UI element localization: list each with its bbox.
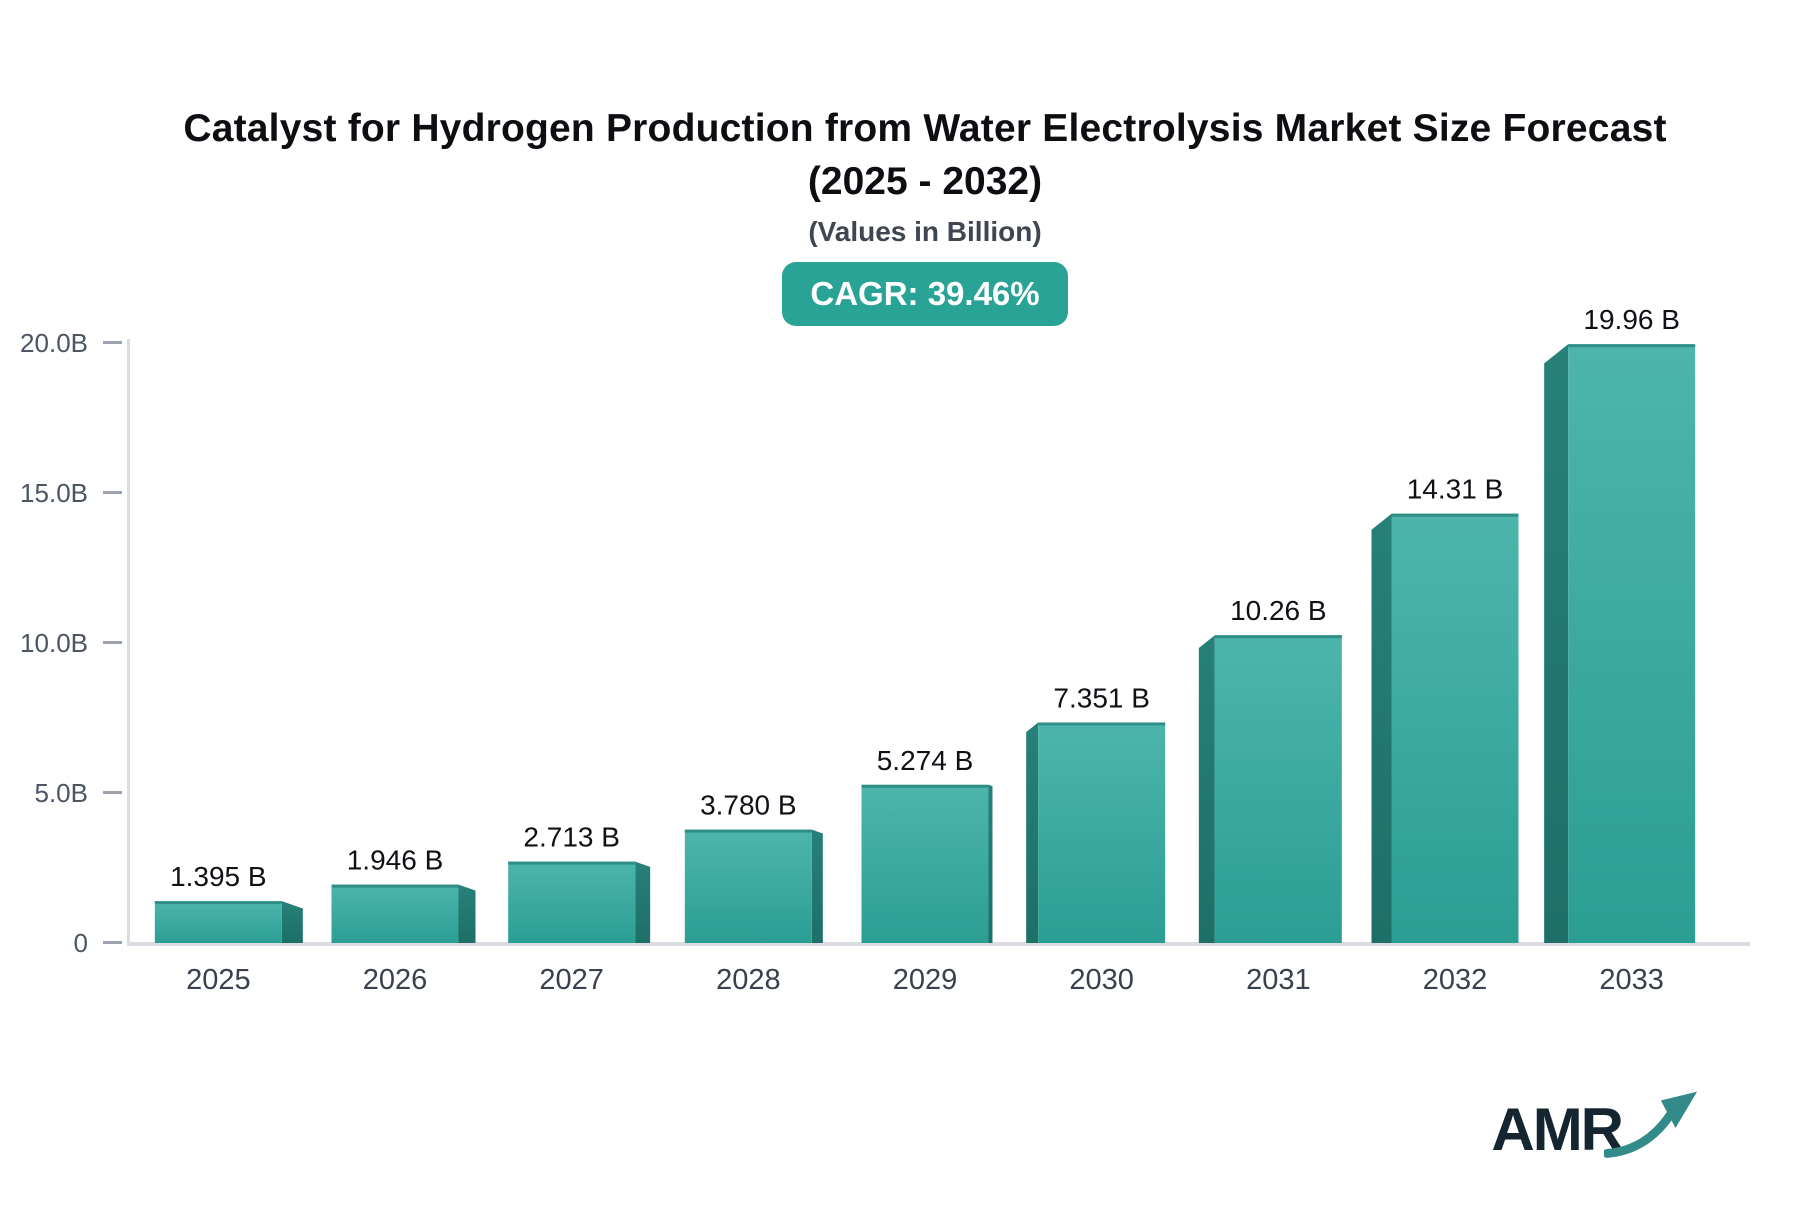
y-axis-tick-label: 20.0B: [20, 328, 88, 358]
x-axis-tick-label: 2033: [1599, 964, 1664, 996]
bar-front-face: [684, 829, 812, 943]
bar-side-face: [988, 784, 993, 943]
bar-top-edge: [861, 784, 989, 788]
bar-2029: 5.274 B: [861, 745, 993, 943]
bar-front-face: [508, 861, 636, 943]
y-tick-mark: [103, 491, 122, 494]
bar-side-face: [811, 829, 823, 943]
bar-front-face: [1568, 344, 1696, 943]
bar-side-face: [1026, 722, 1039, 943]
bar-side-face: [1544, 344, 1569, 943]
bar-top-edge: [1391, 513, 1519, 517]
bar-value-label: 10.26 B: [1230, 595, 1327, 626]
amr-logo: AMR: [1491, 1088, 1702, 1163]
bar-top-edge: [1038, 722, 1166, 726]
bar-value-label: 19.96 B: [1583, 304, 1680, 335]
y-axis-tick-label: 15.0B: [20, 478, 88, 508]
x-axis-tick-label: 2031: [1246, 964, 1311, 996]
bar-front-face: [1391, 513, 1519, 943]
trend-arrow-icon: [1604, 1091, 1698, 1158]
bar-value-label: 14.31 B: [1407, 474, 1504, 505]
bar-2027: 2.713 B: [508, 822, 651, 943]
bar-2025: 1.395 B: [154, 861, 303, 943]
y-axis-tick-label: 5.0B: [35, 778, 89, 808]
bar-top-edge: [331, 884, 459, 888]
y-axis-line: [127, 339, 130, 945]
y-tick-mark: [103, 341, 122, 344]
bar-side-face: [635, 861, 651, 943]
y-tick-mark: [103, 941, 122, 944]
cagr-badge: CAGR: 39.46%: [782, 262, 1068, 326]
bar-value-label: 7.351 B: [1053, 682, 1150, 713]
y-tick-mark: [103, 641, 122, 644]
bar-side-face: [458, 884, 476, 943]
bar-2033: 19.96 B: [1544, 304, 1696, 943]
bar-top-edge: [1214, 635, 1342, 639]
x-axis-line: [127, 942, 1750, 946]
bar-side-face: [281, 901, 303, 943]
amr-logo-text: AMR: [1491, 1096, 1624, 1163]
y-tick-mark: [103, 791, 122, 794]
page-title-line1: Catalyst for Hydrogen Production from Wa…: [183, 107, 1667, 150]
bar-front-face: [331, 884, 459, 943]
y-axis-tick-label: 10.0B: [20, 628, 88, 658]
x-axis-tick-label: 2026: [363, 964, 428, 996]
x-axis-tick-label: 2028: [716, 964, 781, 996]
page-title-line2: (2025 - 2032): [807, 160, 1043, 203]
bar-2030: 7.351 B: [1026, 682, 1166, 943]
bar-value-label: 1.395 B: [170, 861, 267, 892]
bar-top-edge: [684, 829, 812, 833]
x-axis-tick-label: 2030: [1069, 964, 1134, 996]
chart-header: Catalyst for Hydrogen Production from Wa…: [50, 0, 1800, 326]
bar-front-face: [1038, 722, 1166, 943]
bar-2032: 14.31 B: [1371, 474, 1519, 943]
bar-2031: 10.26 B: [1198, 595, 1342, 943]
bar-front-face: [154, 901, 282, 943]
x-axis-tick-label: 2027: [539, 964, 604, 996]
bar-top-edge: [508, 861, 636, 865]
y-axis-tick-label: 0: [74, 928, 88, 958]
bar-value-label: 5.274 B: [877, 745, 974, 776]
x-axis-tick-label: 2025: [186, 964, 251, 996]
x-axis-tick-label: 2032: [1423, 964, 1488, 996]
bar-side-face: [1198, 635, 1215, 943]
chart-subtitle: (Values in Billion): [808, 216, 1042, 247]
bar-value-label: 1.946 B: [347, 845, 444, 876]
bar-value-label: 2.713 B: [523, 822, 620, 853]
bar-2028: 3.780 B: [684, 790, 823, 943]
bar-front-face: [1214, 635, 1342, 943]
bar-value-label: 3.780 B: [700, 790, 797, 821]
bar-top-edge: [154, 901, 282, 905]
bar-front-face: [861, 784, 989, 943]
bar-side-face: [1371, 513, 1392, 943]
bar-2026: 1.946 B: [331, 845, 476, 943]
x-axis-tick-label: 2029: [893, 964, 958, 996]
bar-top-edge: [1568, 344, 1696, 348]
